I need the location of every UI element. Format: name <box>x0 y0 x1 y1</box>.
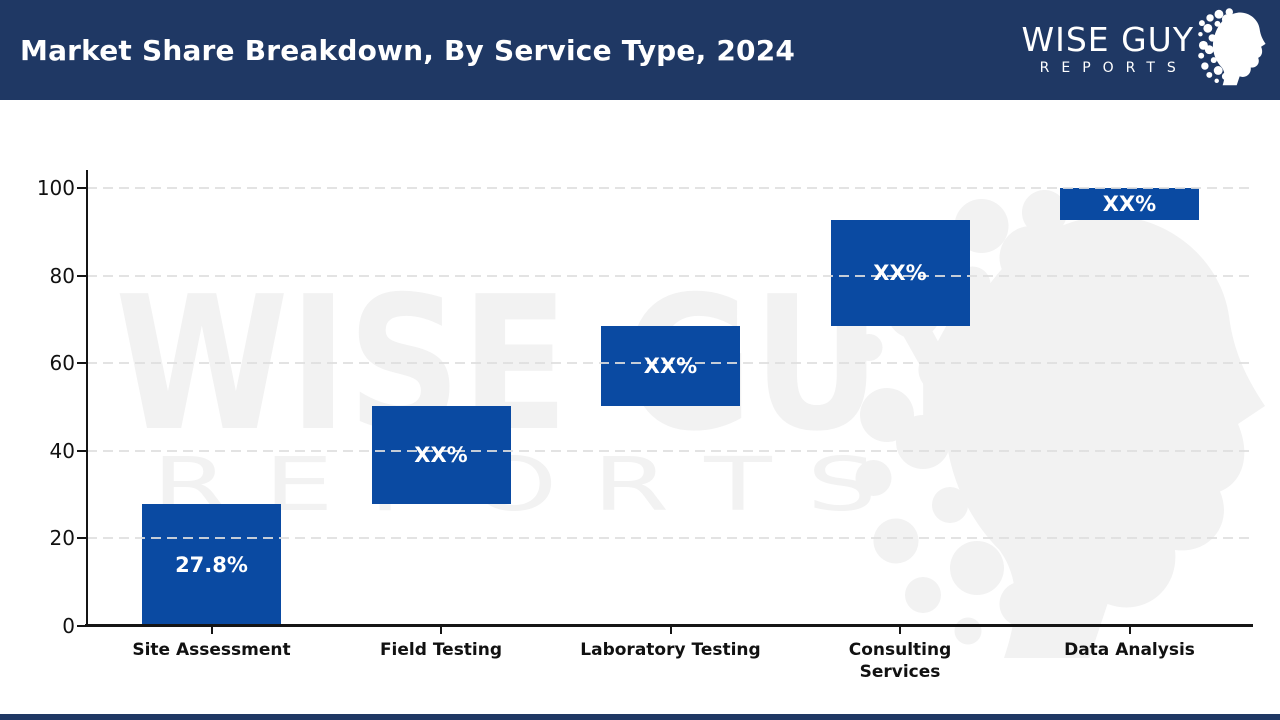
y-axis-line <box>86 170 88 627</box>
bar-value-label: XX% <box>643 353 698 378</box>
bar-4 <box>1060 188 1199 221</box>
category-label-4: Data Analysis <box>1064 640 1195 660</box>
bar-value-label: XX% <box>1102 192 1157 217</box>
bar-0 <box>142 504 281 626</box>
y-tick-label: 20 <box>49 526 75 551</box>
y-tick-label: 80 <box>49 263 75 288</box>
bar-value-label: 27.8% <box>175 553 248 578</box>
bar-2 <box>601 325 740 407</box>
brand-head-icon <box>1198 8 1266 86</box>
category-label-2: Laboratory Testing <box>580 640 761 660</box>
header-bar: Market Share Breakdown, By Service Type,… <box>0 0 1280 100</box>
bar-3 <box>830 220 970 326</box>
y-tick-label: 60 <box>49 351 75 376</box>
gridline-100 <box>87 187 1253 189</box>
y-tick-label: 100 <box>36 176 75 200</box>
bar-1 <box>371 406 511 505</box>
brand-logo-text: WISE GUY REPORTS <box>1021 19 1194 77</box>
gridline-60 <box>87 362 1253 365</box>
bar-value-label: XX% <box>414 443 468 468</box>
y-tick-mark <box>77 274 86 277</box>
x-tick-mark <box>210 627 213 634</box>
category-label-1: Field Testing <box>379 640 503 660</box>
category-label-0: Site Assessment <box>132 640 291 660</box>
gridline-20 <box>87 537 1253 540</box>
y-tick-mark <box>77 625 86 627</box>
gridline-40 <box>87 449 1253 452</box>
brand-name: WISE GUY <box>1021 19 1194 59</box>
brand-logo: WISE GUY REPORTS <box>1021 8 1270 90</box>
x-tick-mark <box>440 627 442 634</box>
x-axis-line <box>85 624 1253 627</box>
footer-bar <box>0 714 1280 720</box>
chart-title: Market Share Breakdown, By Service Type,… <box>20 33 796 67</box>
x-tick-mark <box>899 627 901 634</box>
y-tick-mark <box>77 362 86 365</box>
category-label-3: Consulting Services <box>848 640 952 682</box>
brand-subname: REPORTS <box>1039 59 1188 76</box>
bar-value-label: XX% <box>873 260 927 285</box>
y-tick-label: 0 <box>62 614 75 638</box>
x-tick-mark <box>1128 627 1131 634</box>
y-tick-mark <box>77 449 86 452</box>
gridline-80 <box>87 274 1253 277</box>
y-tick-label: 40 <box>49 438 75 463</box>
x-tick-mark <box>669 627 672 634</box>
y-tick-mark <box>77 187 86 189</box>
y-tick-mark <box>77 537 86 540</box>
